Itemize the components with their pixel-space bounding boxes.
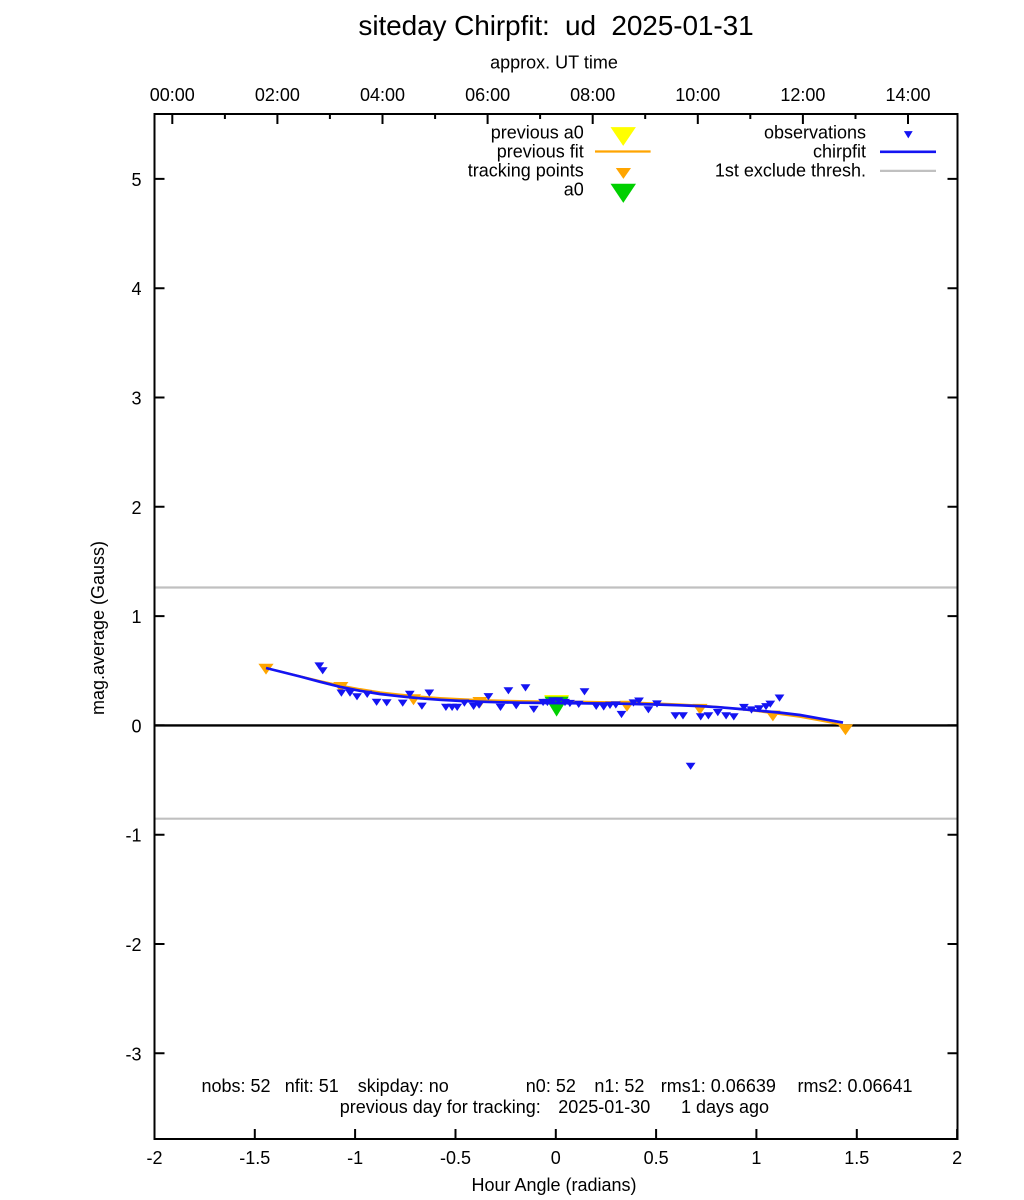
svg-text:a0: a0 — [564, 180, 584, 200]
svg-text:-1: -1 — [347, 1148, 363, 1168]
svg-text:1.5: 1.5 — [844, 1148, 869, 1168]
svg-text:-2: -2 — [146, 1148, 162, 1168]
svg-text:08:00: 08:00 — [570, 85, 615, 105]
svg-text:3: 3 — [131, 389, 141, 409]
svg-text:siteday Chirpfit: ud 2025-01: siteday Chirpfit: ud 2025-01-31 — [358, 10, 753, 41]
svg-text:5: 5 — [131, 170, 141, 190]
svg-text:0: 0 — [131, 716, 141, 736]
svg-text:chirpfit: chirpfit — [813, 142, 866, 162]
svg-text:mag.average (Gauss): mag.average (Gauss) — [88, 541, 108, 715]
svg-text:-1: -1 — [125, 826, 141, 846]
svg-text:observations: observations — [764, 123, 866, 143]
svg-text:2: 2 — [952, 1148, 962, 1168]
svg-text:12:00: 12:00 — [780, 85, 825, 105]
svg-text:04:00: 04:00 — [360, 85, 405, 105]
svg-text:1st exclude thresh.: 1st exclude thresh. — [715, 161, 866, 181]
svg-text:-0.5: -0.5 — [440, 1148, 471, 1168]
svg-text:rms2: 0.06641: rms2: 0.06641 — [798, 1076, 913, 1096]
svg-text:-3: -3 — [125, 1044, 141, 1064]
svg-text:skipday: no: skipday: no — [358, 1076, 449, 1096]
svg-text:0.5: 0.5 — [644, 1148, 669, 1168]
svg-text:nobs: 52: nobs: 52 — [202, 1076, 271, 1096]
svg-text:Hour Angle (radians): Hour Angle (radians) — [471, 1175, 636, 1195]
svg-text:00:00: 00:00 — [150, 85, 195, 105]
svg-text:nfit: 51: nfit: 51 — [285, 1076, 339, 1096]
svg-text:-2: -2 — [125, 935, 141, 955]
svg-text:previous a0: previous a0 — [491, 123, 584, 143]
svg-text:n1: 52: n1: 52 — [594, 1076, 644, 1096]
svg-text:2025-01-30: 2025-01-30 — [558, 1097, 650, 1117]
svg-text:previous fit: previous fit — [497, 142, 584, 162]
svg-text:06:00: 06:00 — [465, 85, 510, 105]
svg-text:10:00: 10:00 — [675, 85, 720, 105]
svg-text:-1.5: -1.5 — [239, 1148, 270, 1168]
svg-text:02:00: 02:00 — [255, 85, 300, 105]
svg-text:2: 2 — [131, 498, 141, 518]
svg-text:rms1: 0.06639: rms1: 0.06639 — [661, 1076, 776, 1096]
svg-text:4: 4 — [131, 279, 141, 299]
svg-text:n0: 52: n0: 52 — [526, 1076, 576, 1096]
svg-text:tracking points: tracking points — [468, 161, 584, 181]
svg-text:previous day for tracking:: previous day for tracking: — [340, 1097, 541, 1117]
svg-text:0: 0 — [551, 1148, 561, 1168]
svg-text:14:00: 14:00 — [885, 85, 930, 105]
svg-text:1: 1 — [751, 1148, 761, 1168]
svg-text:approx. UT time: approx. UT time — [490, 53, 618, 73]
svg-text:1: 1 — [131, 607, 141, 627]
svg-text:1 days ago: 1 days ago — [681, 1097, 769, 1117]
